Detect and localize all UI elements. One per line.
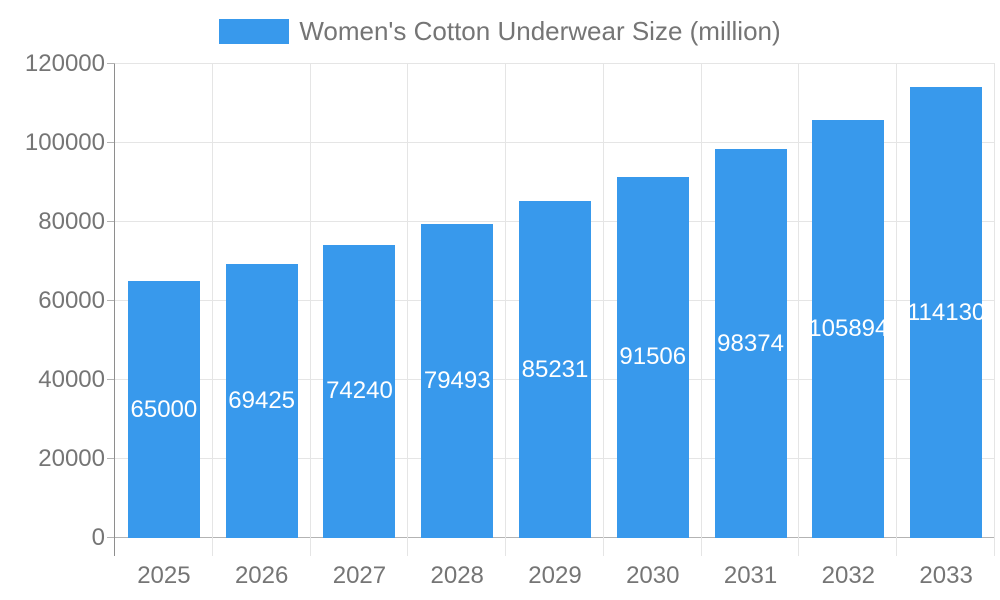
y-axis-label: 80000 xyxy=(38,208,105,235)
bar[interactable]: 105894 xyxy=(812,119,885,538)
y-axis-label: 0 xyxy=(91,524,105,551)
legend[interactable]: Women's Cotton Underwear Size (million) xyxy=(0,16,1000,47)
bar[interactable]: 69425 xyxy=(225,263,298,538)
x-axis-label: 2033 xyxy=(919,562,973,589)
x-axis-label: 2025 xyxy=(137,562,191,589)
y-axis-tick xyxy=(107,379,115,380)
y-axis-tick xyxy=(107,142,115,143)
bar-value-label: 74240 xyxy=(326,377,393,405)
bar-value-label: 91506 xyxy=(619,343,687,371)
gridline-vertical xyxy=(505,64,507,556)
y-axis-label: 40000 xyxy=(38,366,105,393)
y-axis-tick xyxy=(107,221,115,222)
bar-value-label: 69425 xyxy=(228,386,296,414)
bar[interactable]: 79493 xyxy=(421,224,494,538)
gridline-vertical xyxy=(798,64,800,556)
legend-label: Women's Cotton Underwear Size (million) xyxy=(299,16,781,46)
y-axis-label: 120000 xyxy=(24,50,105,77)
bar-value-label: 79493 xyxy=(423,366,491,394)
gridline-vertical xyxy=(407,64,409,556)
y-axis-line xyxy=(114,64,115,556)
gridline-horizontal xyxy=(115,63,995,64)
gridline-vertical xyxy=(309,64,311,556)
bar[interactable]: 65000 xyxy=(127,281,200,538)
x-axis-label: 2028 xyxy=(430,562,484,589)
gridline-horizontal xyxy=(115,142,995,143)
gridline-vertical xyxy=(896,64,898,556)
y-axis-tick xyxy=(107,300,115,301)
bar-value-label: 98374 xyxy=(717,329,784,357)
x-axis-label: 2029 xyxy=(528,562,582,589)
bar[interactable]: 74240 xyxy=(323,244,396,538)
bar-value-label: 114130 xyxy=(910,298,983,326)
y-axis-tick xyxy=(107,458,115,459)
gridline-vertical xyxy=(602,64,604,556)
bar-value-label: 85231 xyxy=(521,355,589,383)
bar-value-label: 105894 xyxy=(812,314,885,342)
gridline-vertical xyxy=(700,64,702,556)
legend-swatch xyxy=(219,19,290,44)
x-axis-label: 2032 xyxy=(821,562,876,589)
x-axis-label: 2026 xyxy=(234,562,289,589)
x-axis-label: 2030 xyxy=(626,562,680,589)
y-axis-tick xyxy=(107,537,115,538)
x-axis-label: 2027 xyxy=(332,562,387,589)
bar[interactable]: 91506 xyxy=(616,176,689,538)
gridline-vertical xyxy=(211,64,213,556)
bar[interactable]: 85231 xyxy=(519,201,591,538)
bar[interactable]: 114130 xyxy=(910,87,983,538)
bar-value-label: 65000 xyxy=(130,395,198,423)
x-axis-label: 2031 xyxy=(723,562,778,589)
gridline-vertical xyxy=(994,64,995,556)
y-axis-label: 100000 xyxy=(24,129,105,156)
bar[interactable]: 98374 xyxy=(714,149,787,538)
y-axis-tick xyxy=(107,63,115,64)
plot-area: 65000 69425 74240 79493 85231 91506 98374 10589… xyxy=(107,63,995,556)
y-axis-label: 60000 xyxy=(38,287,105,314)
y-axis-label: 20000 xyxy=(38,445,105,472)
